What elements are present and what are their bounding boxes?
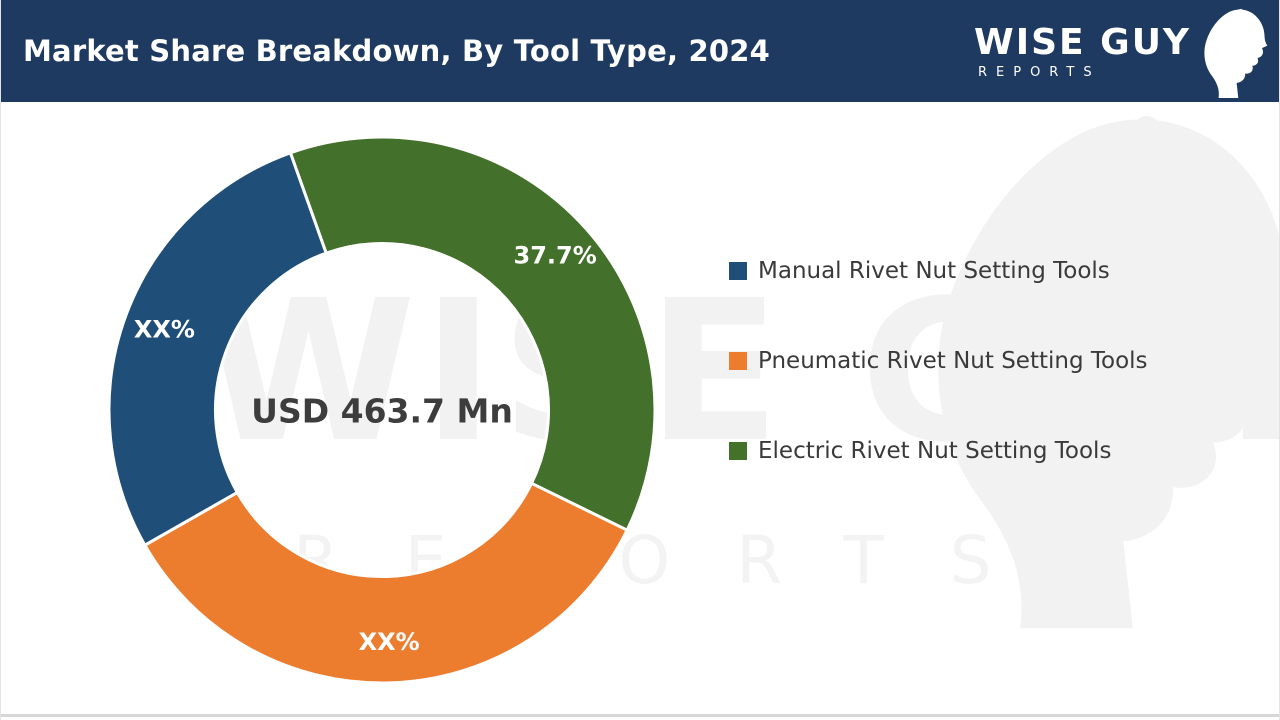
legend-label: Electric Rivet Nut Setting Tools: [758, 438, 1112, 464]
donut-segment: [143, 481, 629, 685]
legend-swatch: [729, 262, 747, 280]
donut-slice-labels: 37.7% XX% XX%: [134, 242, 597, 656]
legend-swatch: [729, 442, 747, 460]
logo-wordmark: WISE GUY: [973, 22, 1191, 63]
donut-segment: [107, 151, 328, 547]
header-bar: Market Share Breakdown, By Tool Type, 20…: [1, 0, 1279, 102]
legend-label: Pneumatic Rivet Nut Setting Tools: [758, 348, 1148, 374]
legend-item: Electric Rivet Nut Setting Tools: [729, 438, 1148, 464]
slice-label: XX%: [359, 628, 420, 656]
donut-chart: 37.7% XX% XX% USD 463.7 Mn: [107, 135, 657, 685]
slice-label: 37.7%: [514, 242, 597, 270]
donut-chart-svg: 37.7% XX% XX% USD 463.7 Mn: [107, 135, 657, 685]
watermark-face-icon: [879, 78, 1279, 638]
legend-swatch: [729, 352, 747, 370]
page-title: Market Share Breakdown, By Tool Type, 20…: [23, 34, 771, 68]
slice-label: XX%: [134, 315, 195, 343]
donut-center-value: USD 463.7 Mn: [251, 392, 513, 431]
logo-subtitle: REPORTS: [977, 64, 1101, 80]
logo-face-icon: [1187, 4, 1279, 99]
legend-label: Manual Rivet Nut Setting Tools: [758, 258, 1110, 284]
legend-item: Pneumatic Rivet Nut Setting Tools: [729, 348, 1148, 374]
chart-legend: Manual Rivet Nut Setting Tools Pneumatic …: [729, 258, 1148, 528]
donut-segment: [288, 135, 657, 532]
logo: WISE GUY REPORTS: [974, 24, 1191, 80]
donut-segments: [107, 135, 657, 685]
legend-item: Manual Rivet Nut Setting Tools: [729, 258, 1148, 284]
bottom-divider: [1, 714, 1279, 717]
